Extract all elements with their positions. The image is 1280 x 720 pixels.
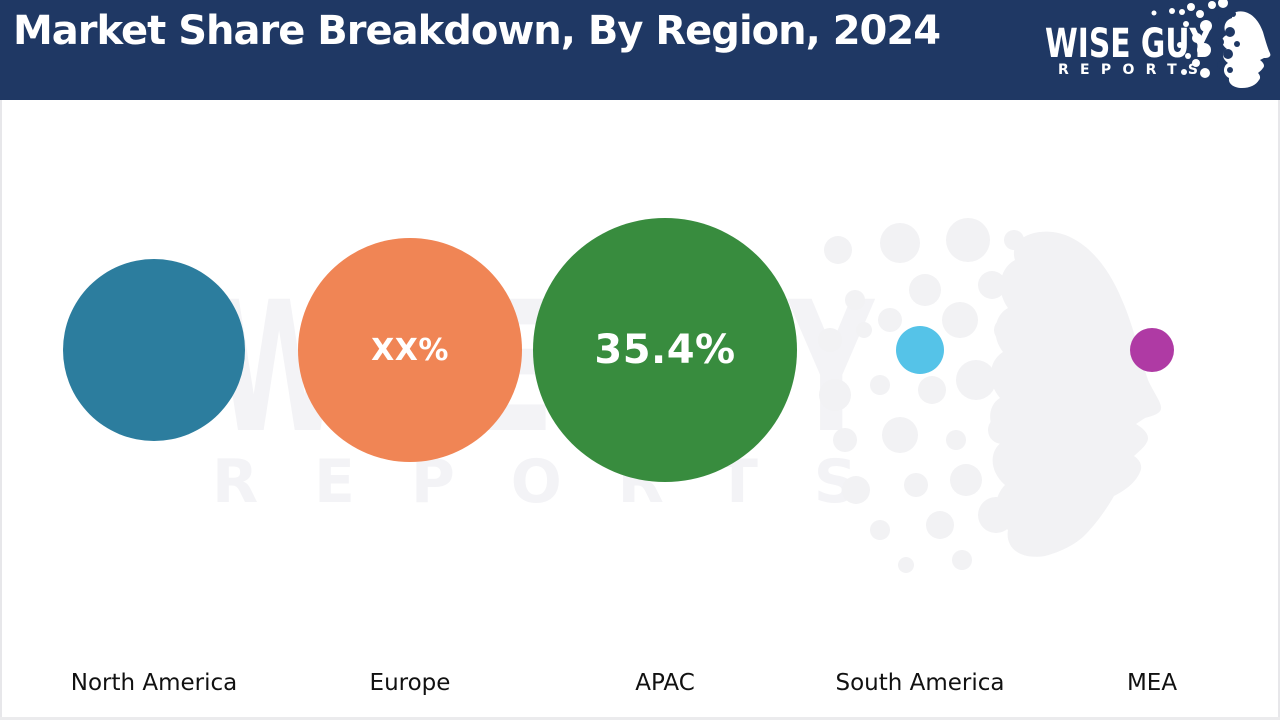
category-label-north-america: North America (70, 670, 238, 696)
bubble-mea (1130, 328, 1174, 372)
logo-head-icon (1151, 0, 1271, 89)
chart-area: WISE GUY REPORTS XX%35. (0, 100, 1280, 720)
logo-wordmark: WISE GUY (1045, 21, 1212, 67)
bubble-layer: XX% 35.4% (0, 100, 1280, 720)
bubble-apac: 35.4% (533, 218, 797, 482)
category-label-apac: APAC (635, 670, 695, 696)
watermark-subtext: REPORTS (212, 447, 857, 517)
category-label-south-america: South America (835, 670, 1005, 696)
category-label-mea: MEA (1126, 670, 1178, 696)
category-label-row: North America Europe APAC South America MEA (0, 100, 1280, 720)
bubble-value-label: XX% (371, 332, 449, 368)
left-edge-line (0, 100, 2, 720)
bubble-north-america (63, 259, 245, 441)
category-label-europe: Europe (369, 670, 451, 696)
bubble-value-label: 35.4% (594, 327, 736, 373)
bottom-edge-line (0, 717, 1280, 720)
header-bar: Market Share Breakdown, By Region, 2024 … (0, 0, 1280, 100)
page-title: Market Share Breakdown, By Region, 2024 (13, 8, 941, 54)
bubble-south-america (896, 326, 944, 374)
watermark-head-icon (818, 218, 1162, 573)
wiseguy-logo: WISE GUY REPORTS (1045, 0, 1271, 89)
bubble-europe: XX% (298, 238, 522, 462)
right-edge-line (1278, 100, 1280, 720)
